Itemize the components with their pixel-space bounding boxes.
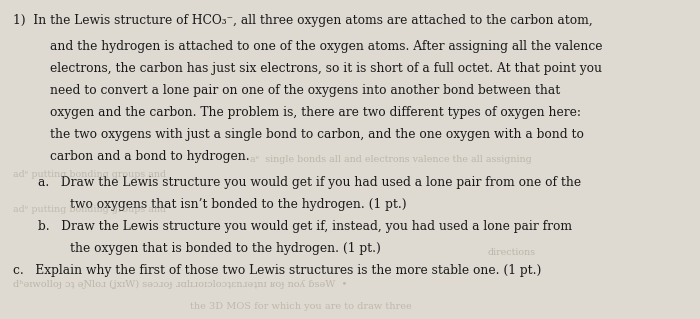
Text: adᵉ putting bonding groups and: adᵉ putting bonding groups and [13,205,166,214]
Text: oxygen and the carbon. The problem is, there are two different types of oxygen h: oxygen and the carbon. The problem is, t… [50,106,581,119]
Text: dʰəɪwolloɟ ɔʇ əƝloɹ (ʝxɪW) səɔɹoɟ ɹɑlɪɹoɪɔloɔʇɛnɹəʇnɪ ʁoɟ noʎ ɓsəW  •: dʰəɪwolloɟ ɔʇ əƝloɹ (ʝxɪW) səɔɹoɟ ɹɑlɪɹo… [13,280,347,289]
Text: the 3D MOS for which you are to draw three: the 3D MOS for which you are to draw thr… [190,302,412,311]
Text: 1)  In the Lewis structure of HCO₃⁻, all three oxygen atoms are attached to the : 1) In the Lewis structure of HCO₃⁻, all … [13,14,593,27]
Text: aᵉ  single bonds all and electrons valence the all assigning: aᵉ single bonds all and electrons valenc… [250,155,532,164]
Text: the two oxygens with just a single bond to carbon, and the one oxygen with a bon: the two oxygens with just a single bond … [50,128,584,141]
Text: a.   Draw the Lewis structure you would get if you had used a lone pair from one: a. Draw the Lewis structure you would ge… [38,176,581,189]
Text: b.   Draw the Lewis structure you would get if, instead, you had used a lone pai: b. Draw the Lewis structure you would ge… [38,220,572,233]
Text: c.   Explain why the first of those two Lewis structures is the more stable one.: c. Explain why the first of those two Le… [13,264,541,277]
Text: need to convert a lone pair on one of the oxygens into another bond between that: need to convert a lone pair on one of th… [50,84,560,97]
Text: the oxygen that is bonded to the hydrogen. (1 pt.): the oxygen that is bonded to the hydroge… [70,242,381,255]
Text: carbon and a bond to hydrogen.: carbon and a bond to hydrogen. [50,150,250,163]
Text: adᵉ putting bonding groups and: adᵉ putting bonding groups and [13,170,166,179]
Text: and the hydrogen is attached to one of the oxygen atoms. After assigning all the: and the hydrogen is attached to one of t… [50,40,603,53]
Text: directions: directions [488,248,536,257]
Text: two oxygens that isn’t bonded to the hydrogen. (1 pt.): two oxygens that isn’t bonded to the hyd… [70,198,407,211]
Text: electrons, the carbon has just six electrons, so it is short of a full octet. At: electrons, the carbon has just six elect… [50,62,602,75]
